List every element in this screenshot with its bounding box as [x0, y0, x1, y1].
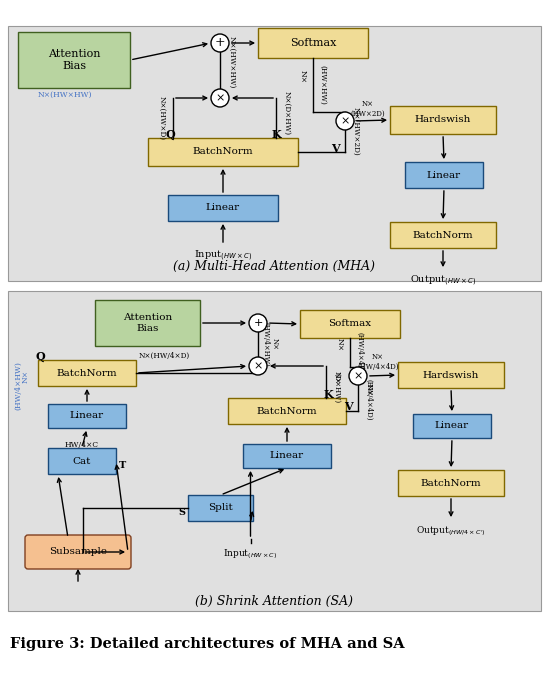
Text: Split: Split	[208, 503, 233, 512]
Text: N×(HW×2D): N×(HW×2D)	[352, 107, 360, 156]
Text: Output$_{(HW\times C)}$: Output$_{(HW\times C)}$	[410, 274, 476, 288]
Text: Hardswish: Hardswish	[423, 370, 479, 379]
Circle shape	[249, 357, 267, 375]
Text: Softmax: Softmax	[290, 38, 336, 48]
FancyBboxPatch shape	[188, 495, 253, 521]
Text: +: +	[253, 318, 262, 328]
Text: BatchNorm: BatchNorm	[193, 148, 253, 157]
Text: Output$_{(HW/4\times C^{\prime})}$: Output$_{(HW/4\times C^{\prime})}$	[416, 524, 486, 538]
Text: N×(HW×D): N×(HW×D)	[158, 96, 166, 140]
FancyBboxPatch shape	[390, 106, 496, 134]
Text: Attention
Bias: Attention Bias	[123, 313, 172, 333]
Text: Linear: Linear	[206, 203, 240, 212]
FancyBboxPatch shape	[405, 162, 483, 188]
Text: ×: ×	[253, 361, 262, 371]
Circle shape	[336, 112, 354, 130]
Text: Linear: Linear	[270, 452, 304, 461]
FancyBboxPatch shape	[95, 300, 200, 346]
Text: Attention
Bias: Attention Bias	[48, 49, 100, 71]
Text: Linear: Linear	[70, 411, 104, 420]
Text: (HW/4×4D): (HW/4×4D)	[365, 379, 373, 420]
FancyBboxPatch shape	[258, 28, 368, 58]
FancyBboxPatch shape	[8, 26, 541, 281]
FancyBboxPatch shape	[390, 222, 496, 248]
Text: K: K	[323, 390, 333, 400]
Text: Q: Q	[35, 351, 45, 363]
FancyBboxPatch shape	[38, 360, 136, 386]
Text: Input$_{(HW\times C)}$: Input$_{(HW\times C)}$	[194, 249, 252, 263]
Text: N×
(HW/4×HW): N× (HW/4×HW)	[261, 322, 278, 367]
Text: Input$_{(HW\times C)}$: Input$_{(HW\times C)}$	[224, 547, 278, 561]
FancyBboxPatch shape	[48, 404, 126, 428]
Circle shape	[211, 89, 229, 107]
Circle shape	[211, 34, 229, 52]
Text: (a) Multi-Head Attention (MHA): (a) Multi-Head Attention (MHA)	[173, 260, 375, 273]
Text: N×(HW×HW): N×(HW×HW)	[38, 91, 93, 99]
Text: BatchNorm: BatchNorm	[413, 230, 473, 239]
Text: N×(HW×HW): N×(HW×HW)	[228, 36, 236, 88]
Text: HW/4×C: HW/4×C	[65, 441, 99, 449]
Text: (D×HW): (D×HW)	[333, 373, 341, 403]
FancyBboxPatch shape	[48, 448, 116, 474]
Text: N×
(HW/4×4D): N× (HW/4×4D)	[357, 354, 399, 370]
Text: (HW/4×4D): (HW/4×4D)	[356, 332, 364, 373]
Text: Q: Q	[165, 129, 175, 141]
Text: Subsample: Subsample	[49, 548, 107, 557]
Text: Figure 3: Detailed architectures of MHA and SA: Figure 3: Detailed architectures of MHA …	[10, 637, 404, 651]
FancyBboxPatch shape	[228, 398, 346, 424]
Text: BatchNorm: BatchNorm	[56, 368, 117, 377]
FancyBboxPatch shape	[413, 414, 491, 438]
Text: N×: N×	[22, 370, 30, 383]
Text: BatchNorm: BatchNorm	[421, 479, 481, 487]
FancyBboxPatch shape	[300, 310, 400, 338]
Text: Linear: Linear	[427, 171, 461, 180]
Text: Cat: Cat	[73, 457, 91, 466]
Text: ×: ×	[215, 93, 225, 103]
FancyBboxPatch shape	[8, 291, 541, 611]
Text: (HW×HW): (HW×HW)	[319, 65, 327, 105]
Text: +: +	[215, 36, 225, 49]
Text: (b) Shrink Attention (SA): (b) Shrink Attention (SA)	[195, 594, 353, 608]
Text: N×: N×	[299, 70, 307, 84]
Text: S: S	[178, 508, 185, 517]
Text: T: T	[119, 461, 126, 470]
Circle shape	[349, 367, 367, 385]
FancyBboxPatch shape	[168, 195, 278, 221]
FancyBboxPatch shape	[398, 470, 504, 496]
FancyBboxPatch shape	[398, 362, 504, 388]
Text: N×(HW/4×D): N×(HW/4×D)	[139, 352, 190, 360]
Text: (HW/4×HW): (HW/4×HW)	[14, 361, 22, 411]
Text: N×
(HW×2D): N× (HW×2D)	[350, 100, 385, 118]
FancyBboxPatch shape	[148, 138, 298, 166]
Circle shape	[249, 314, 267, 332]
Text: Linear: Linear	[435, 422, 469, 431]
FancyBboxPatch shape	[25, 535, 131, 569]
Text: K: K	[271, 129, 281, 141]
FancyBboxPatch shape	[18, 32, 130, 88]
Text: V: V	[332, 143, 340, 154]
Text: V: V	[344, 402, 353, 413]
Text: N×(D×HW): N×(D×HW)	[283, 91, 291, 135]
Text: BatchNorm: BatchNorm	[256, 406, 317, 416]
Text: ×: ×	[340, 116, 350, 126]
FancyBboxPatch shape	[243, 444, 331, 468]
Text: Hardswish: Hardswish	[415, 116, 471, 125]
Text: N×: N×	[365, 383, 373, 396]
Text: ×: ×	[353, 371, 363, 381]
Text: N×: N×	[336, 338, 344, 351]
Text: Softmax: Softmax	[328, 319, 372, 329]
Text: N×: N×	[333, 372, 341, 385]
